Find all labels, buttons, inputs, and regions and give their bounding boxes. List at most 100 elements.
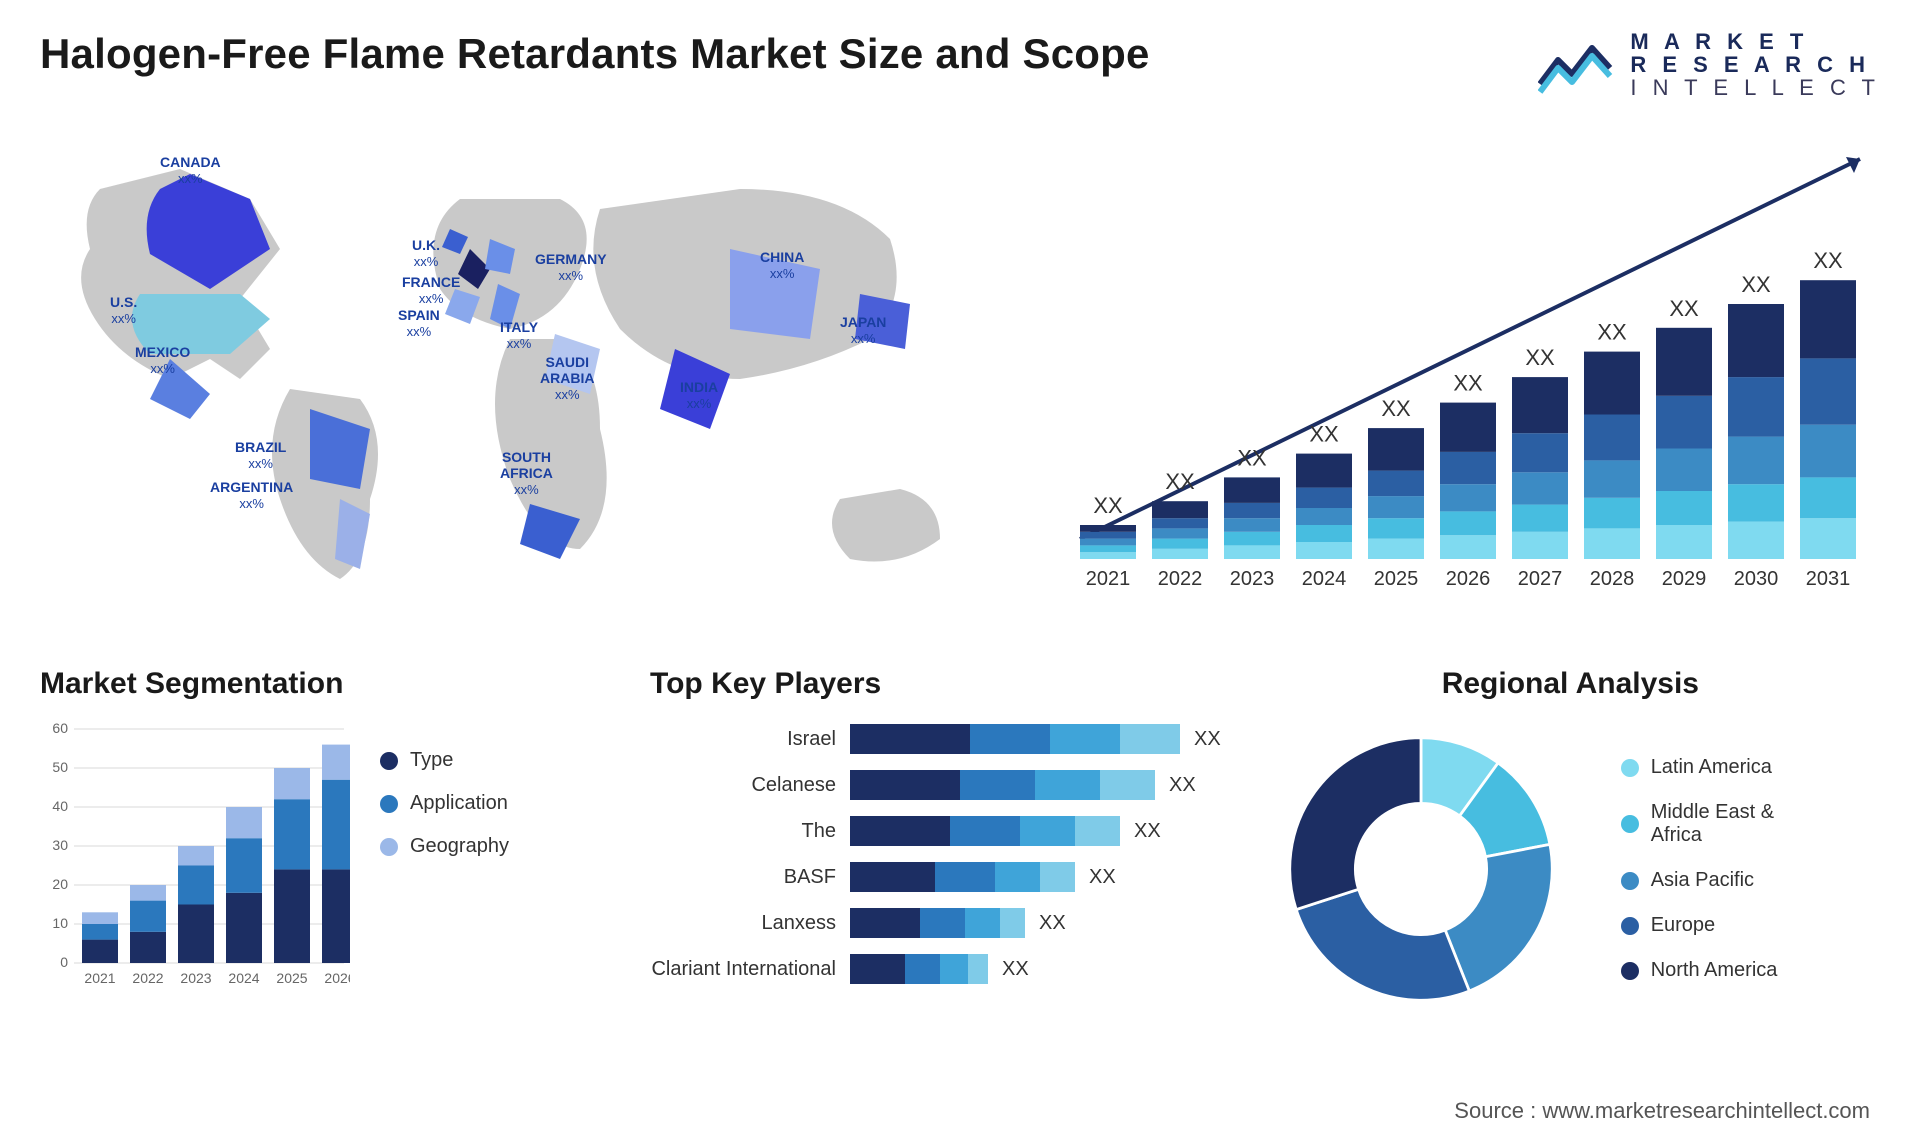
regional-title: Regional Analysis [1261, 667, 1880, 701]
legend-item: Type [380, 749, 509, 772]
legend-swatch [1621, 917, 1639, 935]
svg-text:2023: 2023 [1230, 568, 1275, 590]
regional-legend: Latin AmericaMiddle East &AfricaAsia Pac… [1621, 756, 1778, 982]
legend-item: Latin America [1621, 756, 1778, 779]
bar-segment [850, 724, 970, 754]
player-bar [850, 908, 1025, 938]
bar-segment [920, 908, 965, 938]
bar-segment [1120, 724, 1180, 754]
segmentation-title: Market Segmentation [40, 667, 610, 701]
regional-analysis-panel: Regional Analysis Latin AmericaMiddle Ea… [1261, 667, 1880, 1007]
bar-segment [1040, 862, 1075, 892]
svg-text:XX: XX [1309, 422, 1339, 447]
donut-chart [1261, 719, 1581, 1019]
svg-text:2024: 2024 [228, 970, 259, 986]
bar-segment [850, 770, 960, 800]
growth-chart: 2021 XX 2022 XX 2023 XX 2024 XX 2025 XX 2026 XX 2027… [1060, 119, 1900, 619]
map-label: ITALYxx% [500, 319, 538, 352]
top-row: CANADAxx%U.S.xx%MEXICOxx%BRAZILxx%ARGENT… [40, 119, 1880, 629]
logo-line3: I N T E L L E C T [1630, 76, 1880, 99]
svg-text:0: 0 [60, 954, 68, 970]
segmentation-chart: 0102030405060202120222023202420252026 [40, 719, 350, 989]
svg-text:30: 30 [52, 837, 68, 853]
legend-label: Geography [410, 835, 509, 858]
bar-segment [1020, 816, 1075, 846]
bar-segment [1100, 770, 1155, 800]
player-label: The [650, 820, 850, 843]
player-row: Israel XX [650, 719, 1221, 759]
svg-text:40: 40 [52, 798, 68, 814]
bar-segment [995, 862, 1040, 892]
bottom-row: Market Segmentation 01020304050602021202… [40, 667, 1880, 1007]
legend-label: Latin America [1651, 756, 1772, 779]
legend-label: Asia Pacific [1651, 869, 1754, 892]
key-players-list: IsraelXXCelaneseXXTheXXBASFXXLanxessXXCl… [650, 719, 1221, 989]
legend-item: Geography [380, 835, 509, 858]
svg-text:2025: 2025 [276, 970, 307, 986]
svg-text:2025: 2025 [1374, 568, 1419, 590]
player-label: Israel [650, 728, 850, 751]
legend-swatch [1621, 759, 1639, 777]
segmentation-legend: Type Application Geography [380, 719, 509, 989]
svg-text:XX: XX [1597, 320, 1627, 345]
bar-segment [1075, 816, 1120, 846]
map-label: FRANCExx% [402, 274, 460, 307]
svg-text:2026: 2026 [1446, 568, 1491, 590]
svg-text:2022: 2022 [132, 970, 163, 986]
legend-swatch [1621, 815, 1639, 833]
svg-text:2028: 2028 [1590, 568, 1635, 590]
svg-text:2024: 2024 [1302, 568, 1347, 590]
svg-text:XX: XX [1669, 296, 1699, 321]
map-label: SOUTHAFRICAxx% [500, 449, 553, 498]
header: Halogen-Free Flame Retardants Market Siz… [40, 30, 1880, 99]
legend-item: North America [1621, 959, 1778, 982]
map-label: JAPANxx% [840, 314, 886, 347]
svg-text:2022: 2022 [1158, 568, 1203, 590]
player-value: XX [1075, 866, 1116, 889]
player-bar [850, 724, 1180, 754]
svg-text:2029: 2029 [1662, 568, 1707, 590]
bar-segment [960, 770, 1035, 800]
logo-icon [1538, 34, 1616, 96]
player-bar [850, 862, 1075, 892]
svg-text:XX: XX [1453, 371, 1483, 396]
player-row: BASFXX [650, 857, 1221, 897]
player-value: XX [988, 958, 1029, 981]
bar-segment [1000, 908, 1025, 938]
map-label: U.K.xx% [412, 237, 440, 270]
svg-text:XX: XX [1381, 396, 1411, 421]
svg-text:60: 60 [52, 720, 68, 736]
map-label: GERMANYxx% [535, 251, 607, 284]
legend-swatch [380, 752, 398, 770]
player-value: XX [1180, 728, 1221, 751]
svg-text:50: 50 [52, 759, 68, 775]
legend-swatch [1621, 872, 1639, 890]
source-footer: Source : www.marketresearchintellect.com [1454, 1098, 1870, 1124]
svg-text:XX: XX [1813, 248, 1843, 273]
map-label: U.S.xx% [110, 294, 137, 327]
map-label: SPAINxx% [398, 307, 440, 340]
logo-text: M A R K E T R E S E A R C H I N T E L L … [1630, 30, 1880, 99]
svg-text:2027: 2027 [1518, 568, 1563, 590]
player-row: Clariant InternationalXX [650, 949, 1221, 989]
svg-text:2023: 2023 [180, 970, 211, 986]
player-row: CelaneseXX [650, 765, 1221, 805]
map-label: CANADAxx% [160, 154, 221, 187]
legend-swatch [380, 795, 398, 813]
svg-text:2021: 2021 [84, 970, 115, 986]
player-row: LanxessXX [650, 903, 1221, 943]
player-row: TheXX [650, 811, 1221, 851]
legend-item: Application [380, 792, 509, 815]
bar-segment [905, 954, 940, 984]
bar-segment [850, 954, 905, 984]
bar-segment [850, 816, 950, 846]
svg-text:2026: 2026 [324, 970, 350, 986]
page-root: Halogen-Free Flame Retardants Market Siz… [0, 0, 1920, 1146]
segmentation-panel: Market Segmentation 01020304050602021202… [40, 667, 610, 1007]
legend-label: North America [1651, 959, 1778, 982]
legend-label: Europe [1651, 914, 1716, 937]
svg-text:2021: 2021 [1086, 568, 1131, 590]
map-label: SAUDIARABIAxx% [540, 354, 594, 403]
logo-line1: M A R K E T [1630, 30, 1880, 53]
player-bar [850, 816, 1120, 846]
